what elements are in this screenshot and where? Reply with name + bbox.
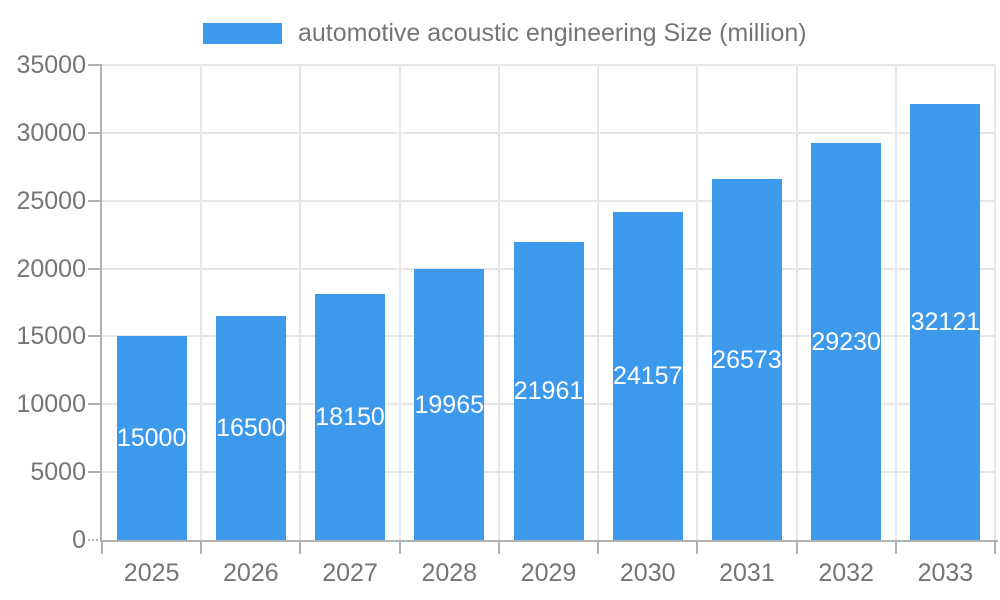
bar-value-label: 24157 [612, 362, 683, 391]
bar-value-label: 29230 [811, 327, 881, 356]
x-axis-tick [200, 540, 203, 554]
y-tick-label: 20000 [16, 254, 86, 283]
x-axis-line [100, 540, 998, 542]
x-axis-tick [597, 540, 600, 554]
x-tick-label: 2033 [917, 559, 974, 587]
y-axis-tick [88, 403, 102, 406]
bar-value-label: 15000 [116, 424, 187, 453]
bar [513, 241, 584, 540]
grid-line-vertical [696, 65, 699, 540]
plot-area: 0 5000 10000 15000 20000 25000 30000 35000 15000… [16, 52, 998, 586]
grid-line-horizontal [102, 131, 995, 134]
y-axis-tick [88, 199, 102, 202]
x-tick-label: 2026 [223, 559, 279, 587]
bar-value-label: 26573 [712, 345, 782, 374]
y-axis-tick [88, 471, 102, 474]
y-axis-tick [88, 539, 102, 541]
bar [811, 143, 882, 540]
x-tick-label: 2030 [619, 559, 676, 587]
x-axis-tick [994, 540, 996, 554]
x-axis-tick [398, 540, 401, 554]
grid-line-horizontal [102, 199, 995, 202]
bar-value-label: 32121 [910, 308, 981, 337]
grid-line-horizontal [102, 64, 995, 66]
x-axis-tick [299, 540, 302, 554]
x-axis-tick [696, 540, 699, 554]
y-tick-label: 0 [72, 526, 86, 554]
bar [215, 316, 286, 540]
legend-swatch-icon [203, 22, 282, 44]
bar-value-label: 16500 [216, 414, 286, 443]
y-axis-tick [88, 131, 102, 134]
y-tick-label: 15000 [16, 322, 86, 351]
grid-line-vertical [994, 65, 996, 540]
x-tick-label: 2032 [818, 559, 874, 587]
bar [315, 293, 386, 540]
x-axis-tick [497, 540, 500, 554]
bar-value-label: 18150 [315, 402, 385, 431]
bar [910, 104, 981, 540]
y-axis-tick [88, 267, 102, 270]
bar [711, 179, 782, 540]
x-tick-label: 2027 [322, 559, 378, 587]
grid-line-vertical [795, 65, 798, 540]
legend-item[interactable]: automotive acoustic engineering Size (mi… [203, 20, 807, 46]
y-tick-label: 5000 [30, 458, 86, 487]
x-tick-label: 2031 [719, 559, 775, 587]
y-axis-tick [88, 64, 102, 66]
bar [116, 336, 187, 540]
y-axis-tick [88, 335, 102, 338]
x-tick-label: 2025 [123, 559, 180, 587]
x-axis-tick [894, 540, 897, 554]
grid-line-vertical [200, 65, 203, 540]
grid-line-vertical [894, 65, 897, 540]
y-tick-label: 25000 [16, 186, 86, 215]
grid-line-vertical [398, 65, 401, 540]
x-tick-label: 2028 [421, 559, 478, 587]
bar-value-label: 21961 [513, 376, 584, 405]
y-tick-label: 10000 [16, 390, 86, 419]
legend-label: automotive acoustic engineering Size (mi… [298, 19, 807, 47]
bar-value-label: 19965 [414, 390, 485, 419]
grid-line-vertical [299, 65, 302, 540]
grid-line-vertical [597, 65, 600, 540]
y-tick-label: 35000 [16, 51, 86, 79]
grid-line-vertical [497, 65, 500, 540]
y-tick-label: 30000 [16, 118, 86, 147]
y-axis-line [100, 65, 102, 542]
bar [414, 269, 485, 540]
x-tick-label: 2029 [520, 559, 577, 587]
bar [612, 212, 683, 540]
x-axis-tick [101, 540, 103, 554]
x-axis-tick [795, 540, 798, 554]
